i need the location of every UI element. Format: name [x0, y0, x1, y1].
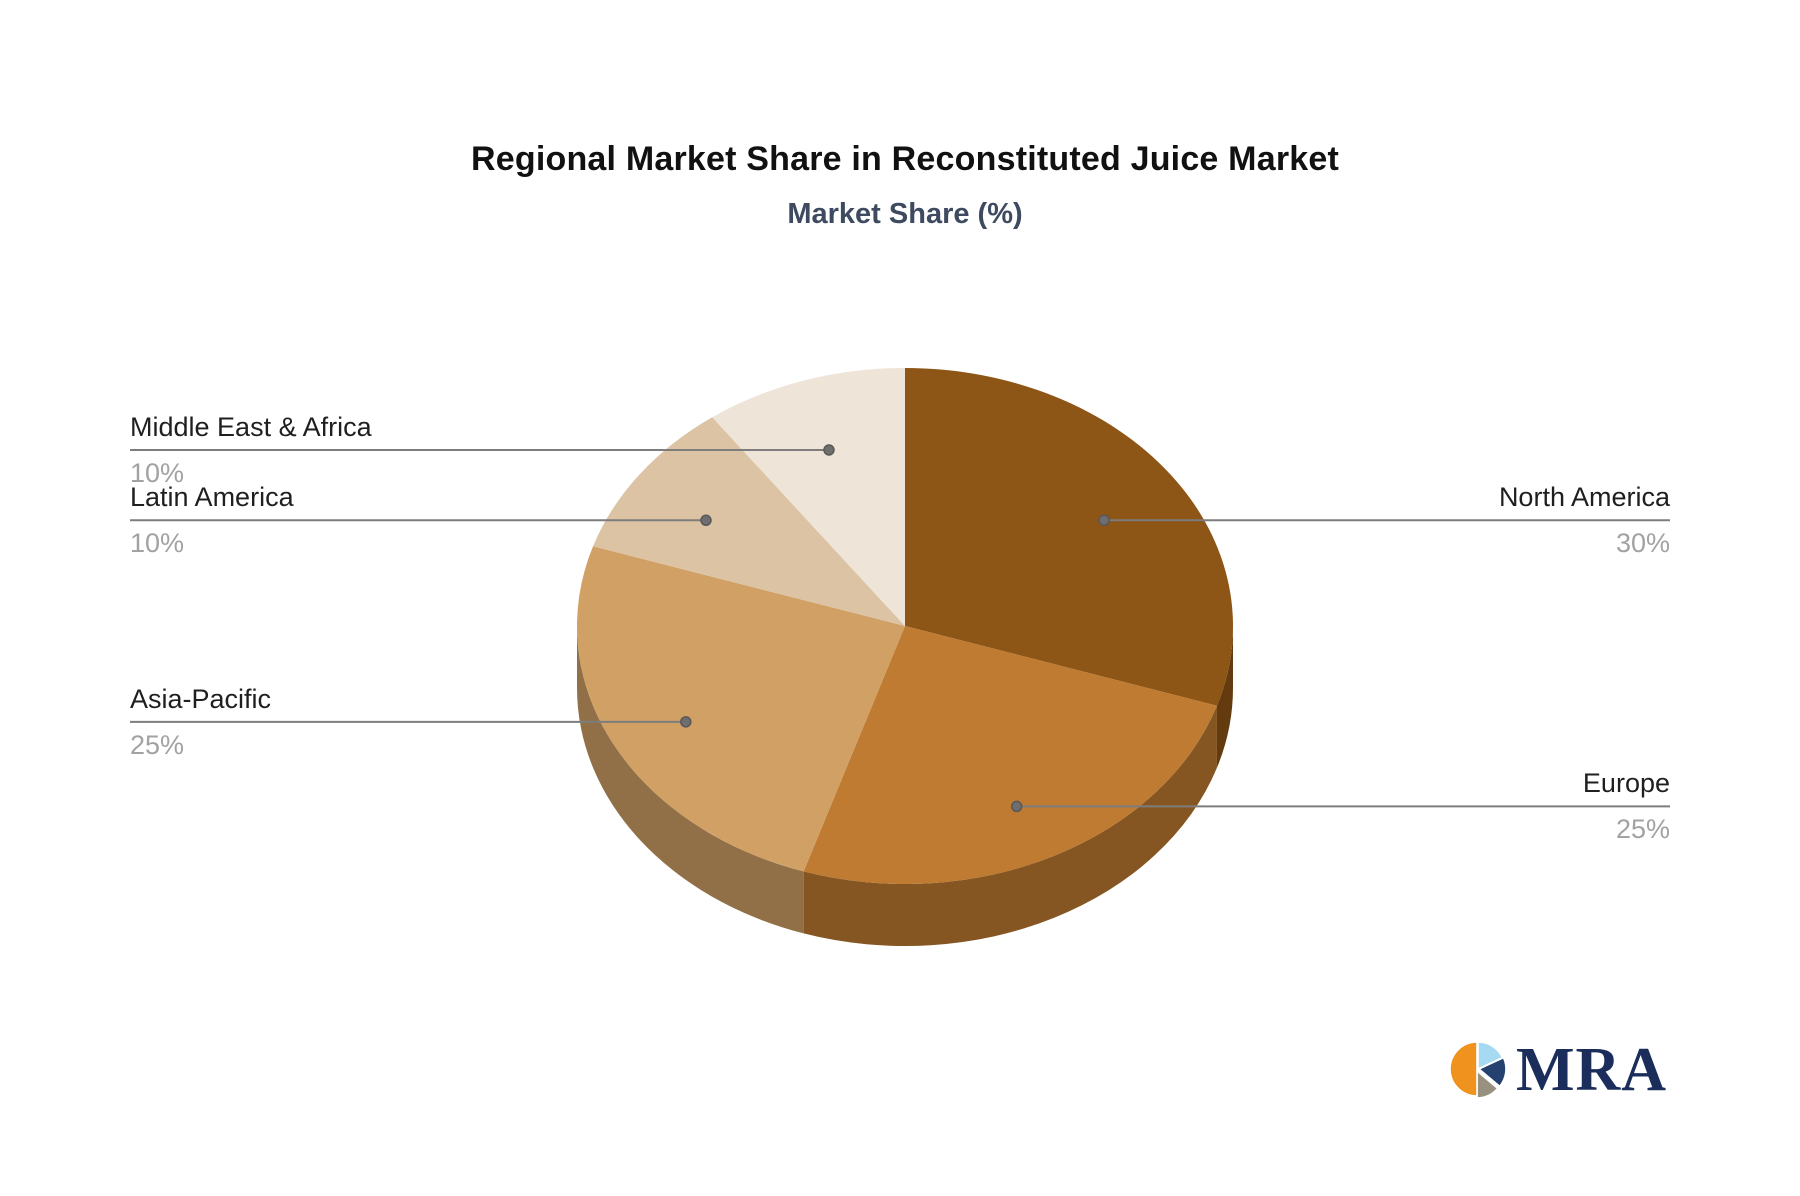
callout-label: Latin America — [130, 482, 294, 513]
chart-title: Regional Market Share in Reconstituted J… — [471, 140, 1339, 178]
callout-percent: 30% — [1615, 528, 1670, 559]
pie-slice-middle-east-africa[interactable] — [712, 368, 905, 626]
leader-dot-asia-pacific — [680, 716, 692, 728]
mra-logo: MRA — [1448, 1038, 1667, 1102]
pie-slice-latin-america[interactable] — [593, 417, 905, 626]
leader-dot-latin-america — [700, 514, 712, 527]
pie-slice-north-america[interactable] — [905, 367, 1233, 706]
mra-logo-text: MRA — [1516, 1036, 1668, 1104]
callout-percent: 10% — [130, 528, 185, 559]
leader-dot-north-america — [1098, 514, 1110, 527]
pie-slice-europe[interactable] — [803, 626, 1217, 884]
pie-slice-side-europe — [803, 705, 1217, 946]
callout-label: North America — [1498, 482, 1670, 513]
logo-slice-navy — [1477, 1056, 1507, 1088]
logo-slice-gray — [1476, 1069, 1499, 1099]
callout-label: Asia-Pacific — [130, 683, 272, 714]
callout-percent: 10% — [130, 457, 185, 488]
callout-percent: 25% — [130, 729, 185, 760]
pie-slice-side-north-america — [1216, 626, 1233, 768]
mra-logo-pie-icon — [1449, 1041, 1507, 1099]
pie-slice-side-asia-pacific — [577, 626, 804, 934]
chart-subtitle: Market Share (%) — [787, 198, 1023, 230]
callout-label: Middle East & Africa — [130, 411, 372, 442]
leader-dot-middle-east-africa — [823, 444, 835, 456]
logo-slice-orange — [1449, 1041, 1478, 1097]
callout-percent: 25% — [1615, 814, 1670, 845]
callout-label: Europe — [1582, 768, 1670, 799]
pie-slice-asia-pacific[interactable] — [577, 546, 905, 872]
leader-dot-europe — [1010, 800, 1023, 813]
